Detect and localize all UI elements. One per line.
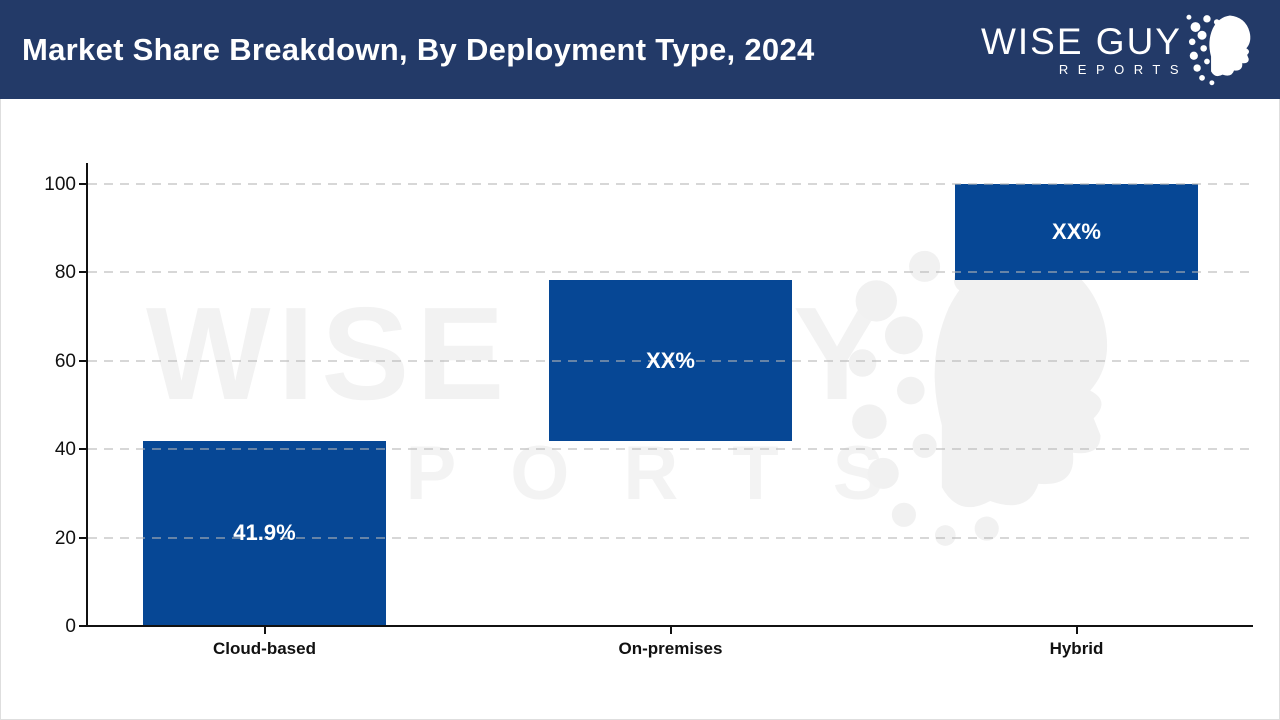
- logo-head-icon: [1186, 14, 1251, 86]
- x-category-label: Hybrid: [1049, 639, 1104, 658]
- x-axis-line: [86, 625, 1253, 627]
- gridline: [88, 359, 1253, 362]
- x-tick-mark: [669, 627, 672, 634]
- y-tick-label: 20: [54, 527, 76, 549]
- chart-title: Market Share Breakdown, By Deployment Ty…: [22, 31, 815, 67]
- y-tick-label: 40: [54, 439, 76, 461]
- y-tick-label: 80: [54, 262, 76, 284]
- bar-value-label: XX%: [1052, 219, 1101, 245]
- y-tick-label: 0: [65, 616, 76, 637]
- y-tick-mark: [79, 448, 87, 451]
- y-tick-mark: [79, 536, 87, 539]
- y-tick-label: 100: [44, 174, 76, 195]
- bar: [955, 184, 1198, 281]
- gridline: [88, 271, 1253, 274]
- logo-wiseguy-label: WISE GUY: [980, 21, 1182, 62]
- y-tick-mark: [79, 359, 87, 362]
- gridline: [88, 448, 1253, 451]
- bar-value-label: XX%: [646, 347, 695, 373]
- gridline: [88, 183, 1253, 185]
- logo-reports-label: REPORTS: [1058, 62, 1188, 77]
- y-tick-mark: [79, 271, 87, 274]
- y-axis-line: [86, 163, 88, 627]
- logo-text: WISE GUY REPORTS: [981, 22, 1182, 78]
- x-tick-mark: [1075, 627, 1078, 634]
- y-tick-mark: [79, 625, 87, 627]
- logo: WISE GUY REPORTS: [981, 6, 1266, 94]
- x-category-label: Cloud-based: [213, 639, 316, 658]
- watermark-head-icon: [848, 250, 1108, 546]
- bar-value-label: 41.9%: [233, 520, 296, 546]
- y-tick-label: 60: [54, 350, 76, 372]
- bar: [143, 440, 386, 626]
- x-category-label: On-premises: [618, 639, 723, 658]
- header-bar: Market Share Breakdown, By Deployment Ty…: [0, 0, 1280, 99]
- x-tick-mark: [263, 627, 266, 634]
- gridline: [88, 536, 1253, 539]
- y-tick-mark: [79, 183, 87, 185]
